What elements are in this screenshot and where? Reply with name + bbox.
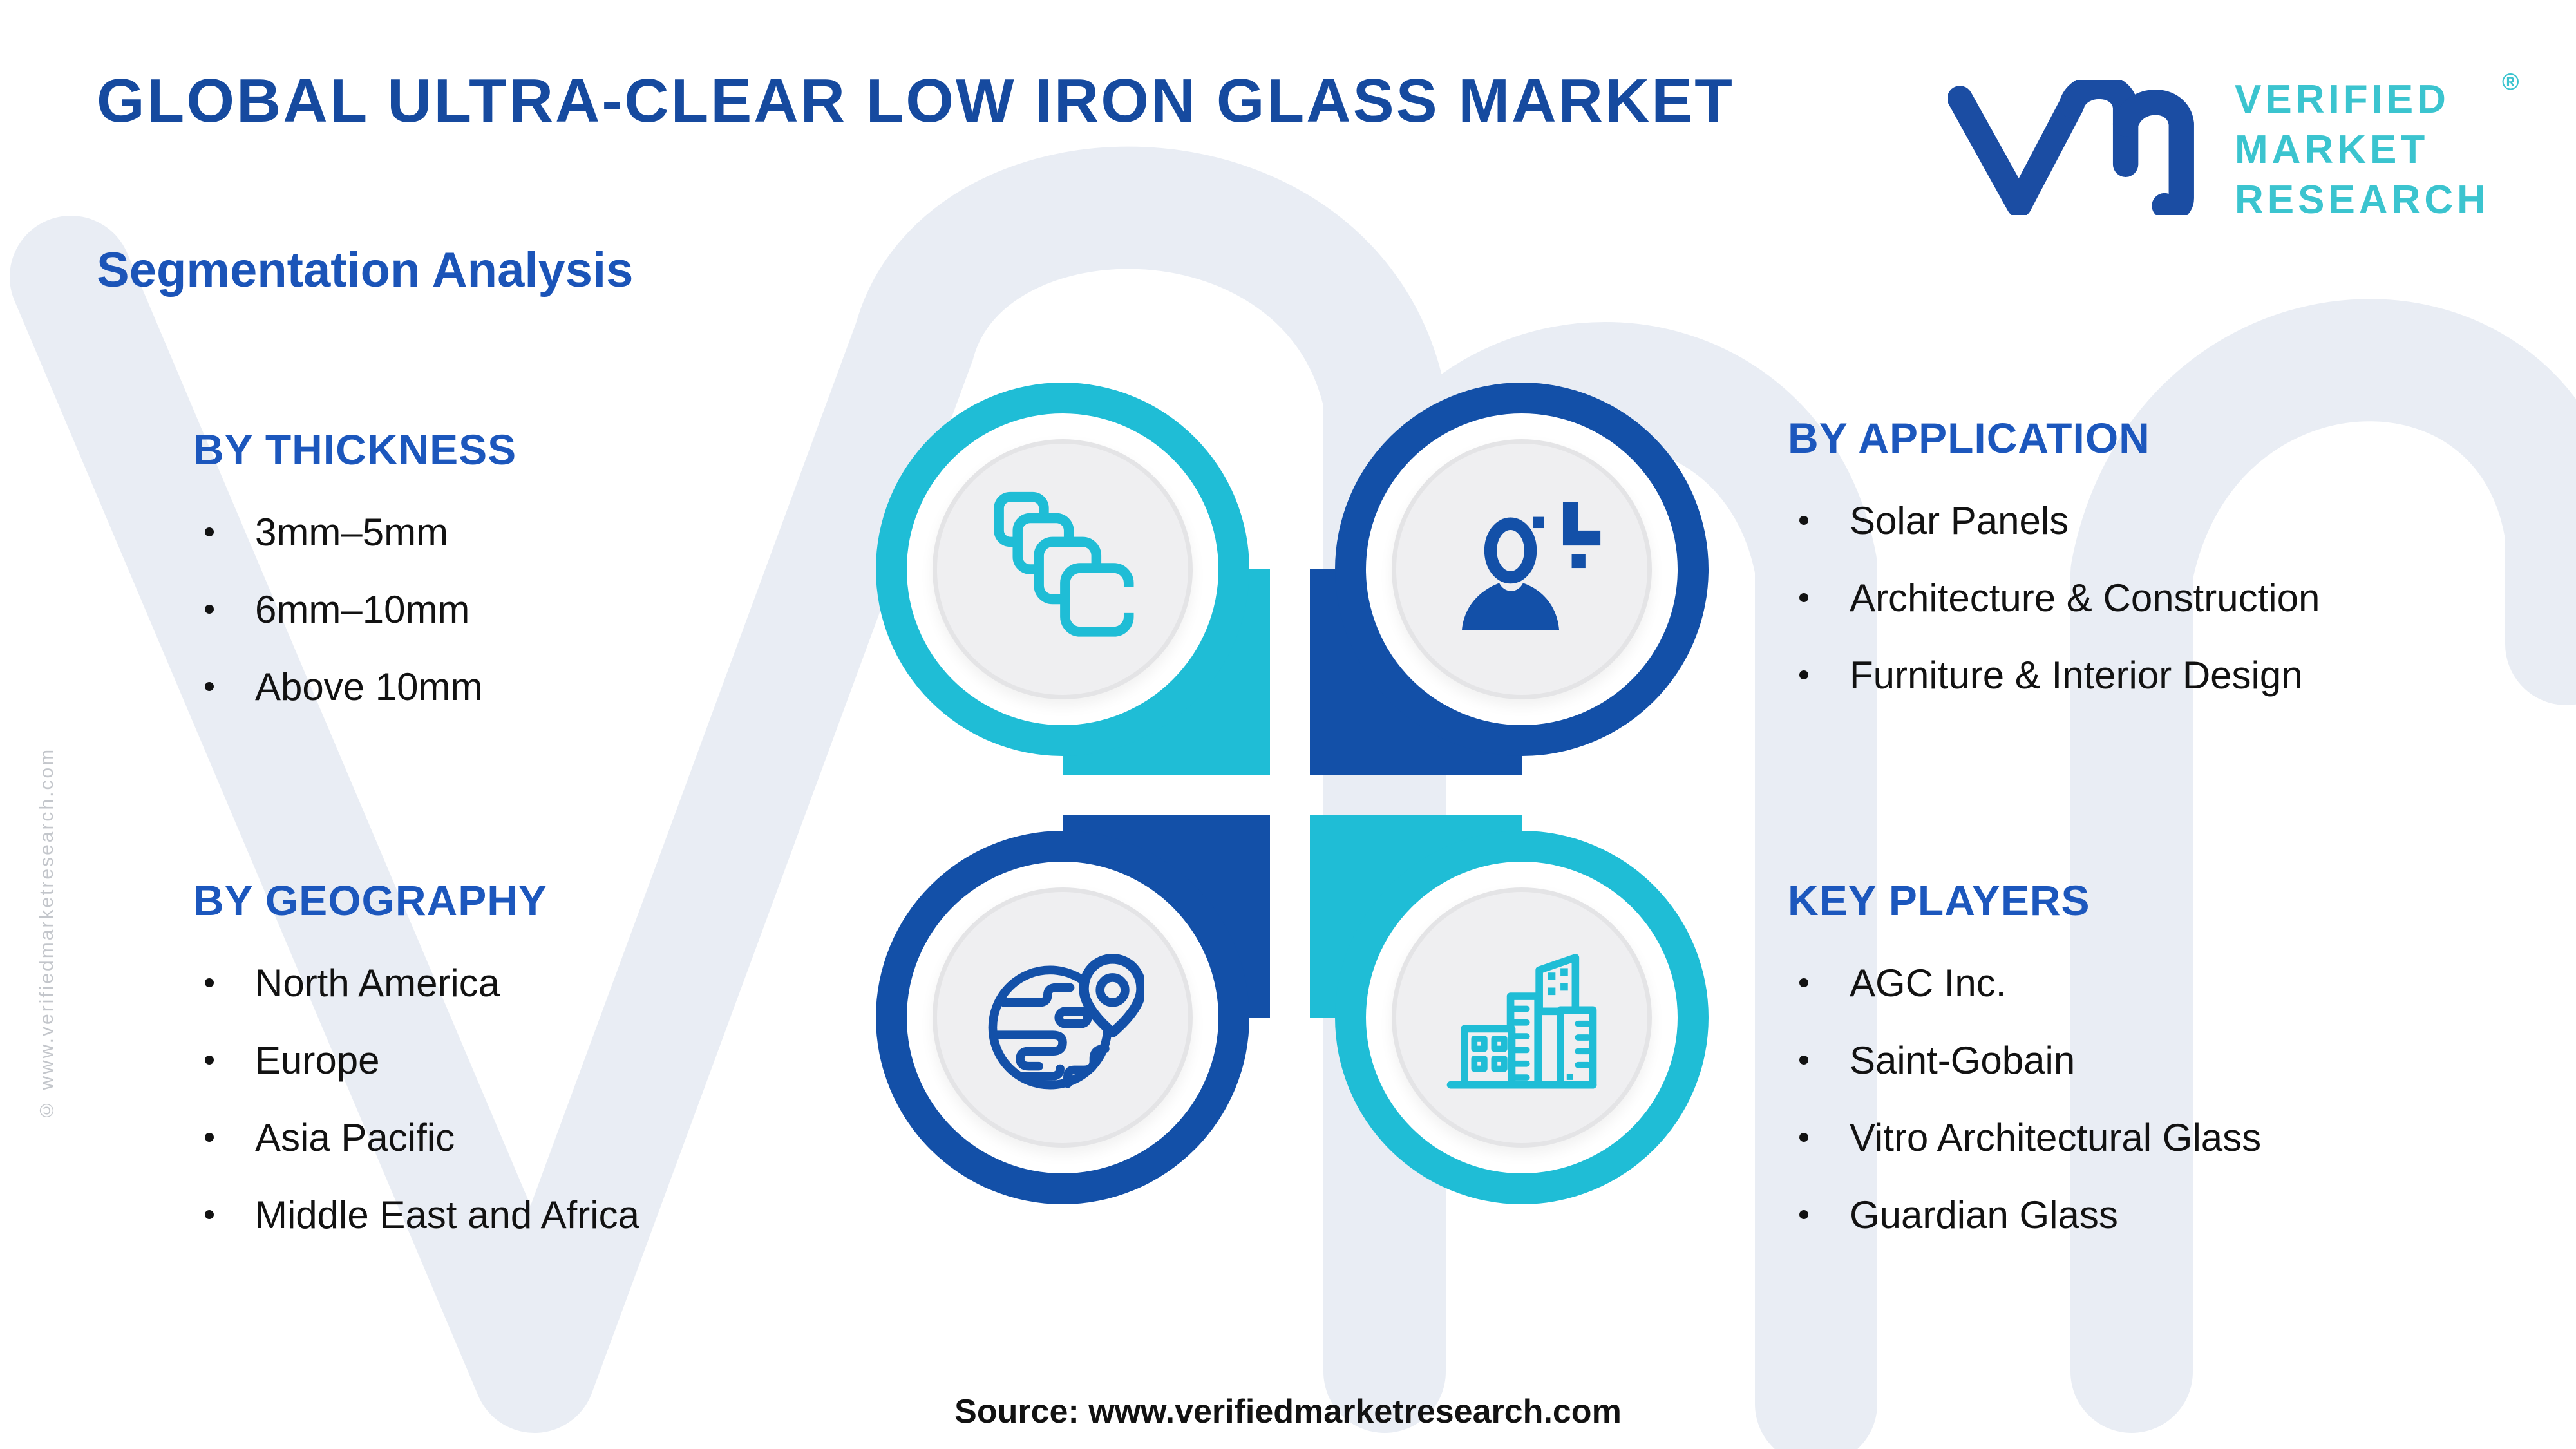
vertical-copyright-text: © www.verifiedmarketresearch.com (36, 747, 57, 1121)
bullet-icon (1799, 593, 1808, 602)
quadrant-inner-ring (907, 413, 1218, 725)
list-item: Solar Panels (1788, 482, 2561, 559)
list-item: 6mm–10mm (193, 571, 966, 648)
quadrant-inner-ring (907, 862, 1218, 1173)
list-item-label: AGC Inc. (1850, 961, 2007, 1005)
bullet-icon (205, 605, 214, 614)
list-item: Guardian Glass (1788, 1176, 2561, 1253)
list-item: AGC Inc. (1788, 944, 2561, 1021)
bullet-icon (205, 1133, 214, 1142)
vmr-monogram-icon (1948, 80, 2194, 215)
list-item: North America (193, 944, 966, 1021)
section-heading: BY THICKNESS (193, 426, 517, 473)
section-heading: KEY PLAYERS (1788, 876, 2090, 924)
bullet-icon (205, 1056, 214, 1065)
quadrant-ring (876, 831, 1249, 1204)
logo-word-market: MARKET (2235, 128, 2429, 172)
section-heading: BY APPLICATION (1788, 414, 2150, 462)
person-plus-icon (1461, 502, 1601, 630)
list-item: Saint-Gobain (1788, 1021, 2561, 1099)
list-item: Architecture & Construction (1788, 559, 2561, 636)
bullet-icon (1799, 1056, 1808, 1065)
section-by-geography: BY GEOGRAPHY North America Europe Asia Pac… (193, 876, 966, 1253)
page-title: GLOBAL ULTRA-CLEAR LOW IRON GLASS MARKET (97, 66, 1734, 135)
buildings-icon (1446, 954, 1597, 1089)
list-item-label: Guardian Glass (1850, 1193, 2118, 1236)
quadrant-ring (1335, 383, 1709, 756)
bullet-icon (1799, 978, 1808, 987)
globe-location-icon (988, 954, 1144, 1090)
list-item-label: Above 10mm (255, 665, 483, 708)
list-item-label: Europe (255, 1038, 380, 1082)
list-item-label: Middle East and Africa (255, 1193, 639, 1236)
watermark-letter-r (2070, 299, 2576, 1433)
page-subtitle: Segmentation Analysis (97, 243, 634, 298)
section-list: 3mm–5mm 6mm–10mm Above 10mm (193, 493, 966, 725)
bullet-icon (205, 978, 214, 987)
list-item: 3mm–5mm (193, 493, 966, 571)
source-line: Source: www.verifiedmarketresearch.com (954, 1393, 1622, 1430)
logo-word-verified: VERIFIED (2235, 77, 2450, 122)
logo-wordmark: VERIFIED MARKET RESEARCH (2235, 75, 2490, 225)
bullet-icon (1799, 1210, 1808, 1219)
list-item: Vitro Architectural Glass (1788, 1099, 2561, 1176)
quadrant-disc (933, 439, 1193, 699)
watermark-letter-v (10, 216, 976, 1433)
quadrant-ring (1335, 831, 1709, 1204)
quadrant-disc (1392, 439, 1652, 699)
watermark-letter-m-arch1 (853, 146, 1446, 1433)
section-by-application: BY APPLICATION Solar Panels Architecture … (1788, 413, 2561, 714)
section-list: Solar Panels Architecture & Construction F… (1788, 482, 2561, 714)
bullet-icon (205, 1210, 214, 1219)
list-item-label: Solar Panels (1850, 498, 2069, 542)
logo-word-research: RESEARCH (2235, 178, 2490, 222)
list-item-label: Furniture & Interior Design (1850, 653, 2303, 697)
quadrant-disc (933, 887, 1193, 1148)
list-item-label: Asia Pacific (255, 1115, 455, 1159)
section-list: AGC Inc. Saint-Gobain Vitro Architectural … (1788, 944, 2561, 1253)
list-item: Furniture & Interior Design (1788, 636, 2561, 714)
quadrant-inner-ring (1366, 413, 1678, 725)
list-item: Middle East and Africa (193, 1176, 966, 1253)
quadrant-disc (1392, 887, 1652, 1148)
list-item-label: North America (255, 961, 500, 1005)
bullet-icon (1799, 670, 1808, 679)
list-item-label: 3mm–5mm (255, 510, 449, 554)
glass-sheets-icon (994, 491, 1135, 637)
section-by-thickness: BY THICKNESS 3mm–5mm 6mm–10mm Above 10mm (193, 425, 966, 725)
list-item: Asia Pacific (193, 1099, 966, 1176)
list-item-label: 6mm–10mm (255, 587, 470, 631)
bullet-icon (205, 527, 214, 536)
list-item-label: Saint-Gobain (1850, 1038, 2076, 1082)
bullet-icon (1799, 516, 1808, 525)
section-list: North America Europe Asia Pacific Middle Ea… (193, 944, 966, 1253)
quadrant-ring (876, 383, 1249, 756)
bullet-icon (205, 682, 214, 691)
list-item: Above 10mm (193, 648, 966, 725)
list-item-label: Architecture & Construction (1850, 576, 2320, 620)
list-item: Europe (193, 1021, 966, 1099)
section-key-players: KEY PLAYERS AGC Inc. Saint-Gobain Vitro Ar… (1788, 876, 2561, 1253)
registered-trademark-icon: ® (2502, 68, 2519, 95)
section-heading: BY GEOGRAPHY (193, 876, 547, 924)
list-item-label: Vitro Architectural Glass (1850, 1115, 2262, 1159)
bullet-icon (1799, 1133, 1808, 1142)
quadrant-inner-ring (1366, 862, 1678, 1173)
